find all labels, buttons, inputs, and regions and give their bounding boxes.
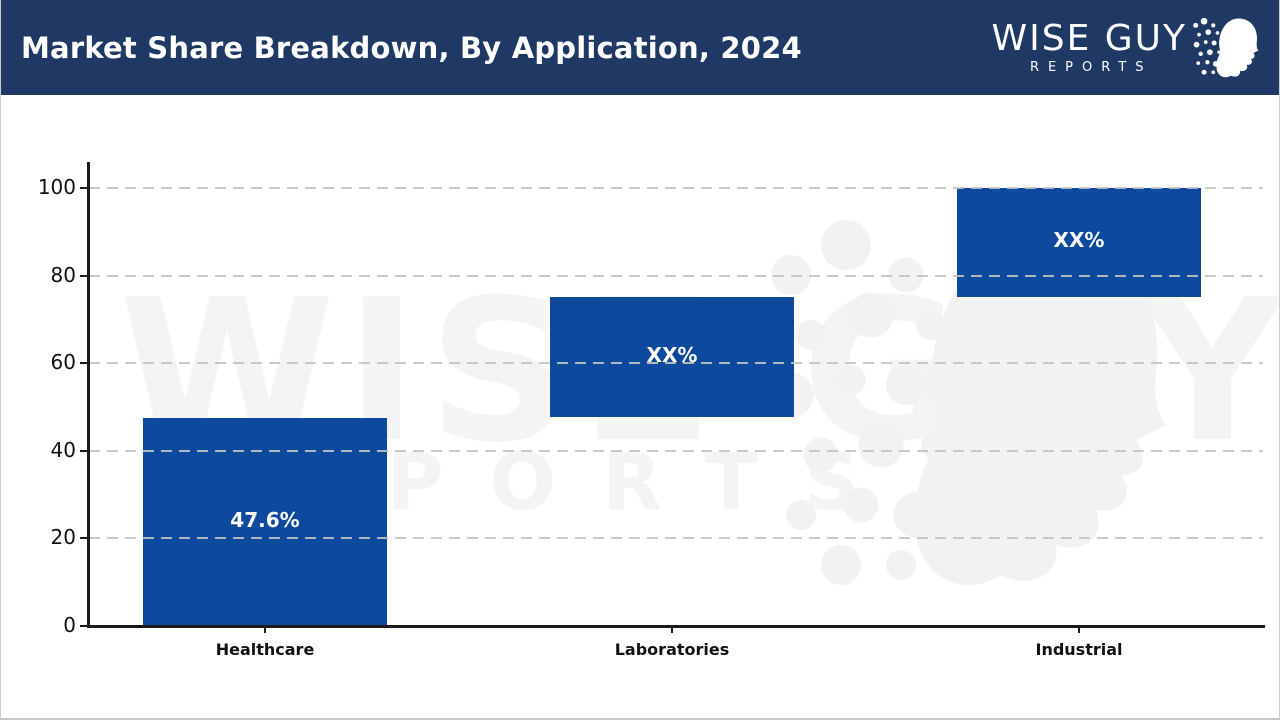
y-tick-label: 80: [50, 262, 76, 287]
wiseguy-logo-line1: WISE GUY: [991, 18, 1187, 59]
watermark-face-logo: [768, 220, 1166, 586]
x-category-label: Healthcare: [215, 640, 315, 659]
y-tick: [80, 362, 88, 365]
y-tick: [80, 187, 88, 189]
wiseguy-logo-face-icon: [1193, 17, 1259, 77]
x-axis-line: [87, 625, 1265, 628]
bar-value-label: XX%: [1053, 228, 1105, 253]
y-axis-line: [87, 162, 90, 628]
y-tick-label: 0: [63, 613, 76, 637]
x-tick: [264, 626, 266, 633]
bar-value-label: 47.6%: [230, 507, 300, 532]
bar-laboratories: [550, 296, 794, 418]
gridline-100: [89, 187, 1263, 189]
page-title: Market Share Breakdown, By Application, …: [21, 30, 802, 65]
gridline-60: [89, 362, 1263, 365]
y-tick: [80, 449, 88, 452]
header: Market Share Breakdown, By Application, …: [1, 0, 1279, 95]
y-tick-label: 60: [50, 350, 76, 375]
x-tick: [1078, 626, 1080, 633]
wiseguy-logo-line2: REPORTS: [1029, 60, 1153, 75]
y-tick-label: 100: [37, 175, 76, 199]
gridline-40: [89, 449, 1263, 452]
gridline-20: [89, 537, 1263, 540]
x-tick: [671, 626, 673, 633]
y-tick-label: 20: [50, 525, 76, 550]
bar-healthcare: [143, 417, 387, 626]
y-tick: [80, 625, 88, 627]
bar-value-label: XX%: [646, 343, 698, 368]
gridline-80: [89, 274, 1263, 277]
bar-industrial: [957, 188, 1201, 297]
y-tick: [80, 537, 88, 540]
wiseguy-logo-text: WISE GUY REPORTS: [991, 18, 1188, 75]
x-category-label: Industrial: [1035, 640, 1123, 659]
y-tick: [80, 274, 88, 277]
y-tick-label: 40: [50, 437, 76, 462]
x-category-label: Laboratories: [614, 640, 730, 659]
wiseguy-logo: WISE GUY REPORTS: [992, 8, 1262, 88]
